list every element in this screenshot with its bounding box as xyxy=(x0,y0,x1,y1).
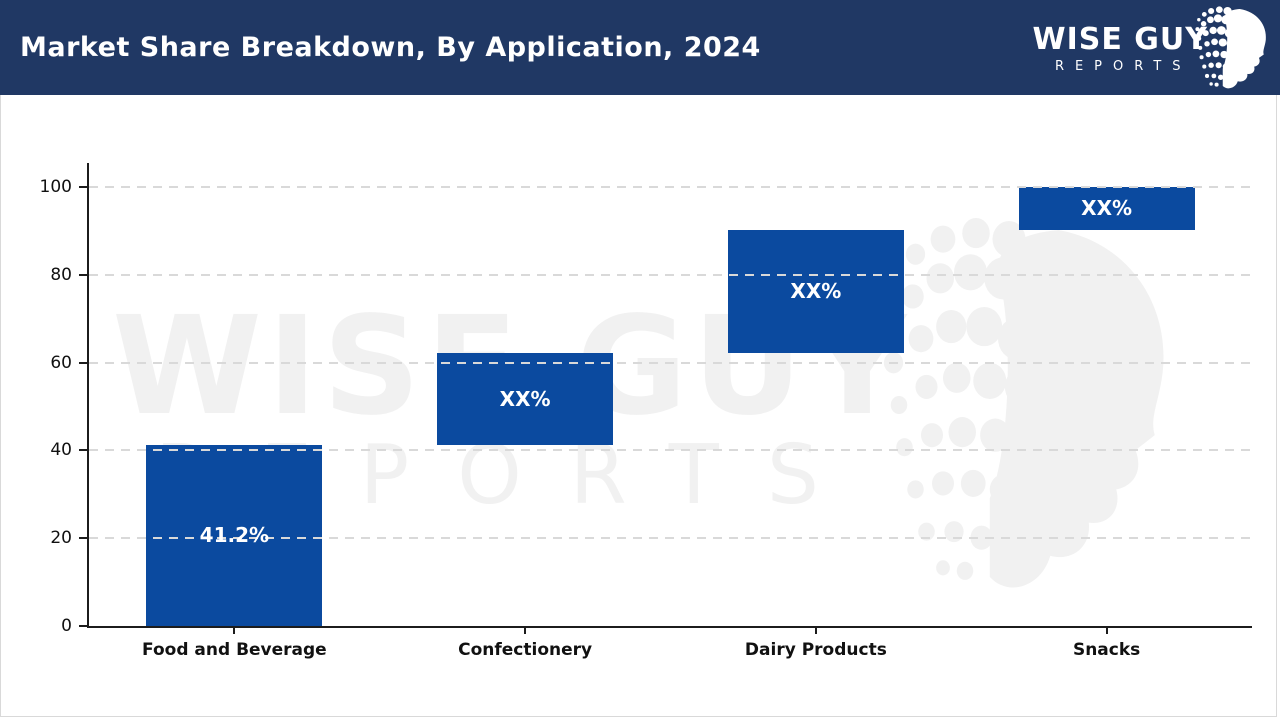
logo-sub: REPORTS xyxy=(1054,58,1192,74)
header-bar: Market Share Breakdown, By Application, … xyxy=(0,0,1280,95)
gridline-20 xyxy=(89,537,1252,540)
gridline-80 xyxy=(89,273,1252,276)
y-tick-80 xyxy=(79,273,87,276)
y-tick-label-80: 80 xyxy=(50,264,72,285)
wiseguy-logo: WISE GUY REPORTS xyxy=(1032,4,1274,92)
y-tick-label-40: 40 xyxy=(50,440,72,461)
bar-label-1: XX% xyxy=(499,386,551,411)
bar-snacks xyxy=(1018,187,1195,231)
y-tick-60 xyxy=(79,361,87,364)
gridline-100 xyxy=(89,186,1252,188)
gridline-40 xyxy=(89,449,1252,452)
y-tick-0 xyxy=(79,625,87,627)
x-axis xyxy=(87,626,1252,628)
x-tick-1 xyxy=(524,628,527,634)
bar-confectionery xyxy=(437,352,614,446)
x-category-label-1: Confectionery xyxy=(458,640,593,660)
x-category-label-3: Snacks xyxy=(1072,640,1141,660)
x-tick-0 xyxy=(233,628,236,634)
x-category-label-2: Dairy Products xyxy=(744,640,887,660)
page-title: Market Share Breakdown, By Application, … xyxy=(20,32,761,63)
x-category-label-0: Food and Beverage xyxy=(142,640,327,660)
logo-text: WISE GUY REPORTS xyxy=(1032,21,1208,74)
y-tick-100 xyxy=(79,186,87,188)
y-tick-label-100: 100 xyxy=(39,177,72,197)
bar-label-0: 41.2% xyxy=(199,523,270,548)
y-tick-label-20: 20 xyxy=(50,528,72,549)
y-axis xyxy=(87,163,89,628)
y-tick-20 xyxy=(79,537,87,540)
bar-food-and-beverage xyxy=(146,445,323,626)
y-tick-label-60: 60 xyxy=(50,352,72,373)
x-tick-2 xyxy=(814,628,817,634)
bar-label-3: XX% xyxy=(1081,196,1133,220)
y-tick-label-0: 0 xyxy=(61,616,72,636)
logo-name: WISE GUY xyxy=(1032,21,1208,57)
bar-label-2: XX% xyxy=(790,279,842,304)
x-tick-3 xyxy=(1105,628,1108,634)
y-tick-40 xyxy=(79,449,87,452)
bar-dairy-products xyxy=(727,230,904,353)
gridline-60 xyxy=(89,361,1252,364)
